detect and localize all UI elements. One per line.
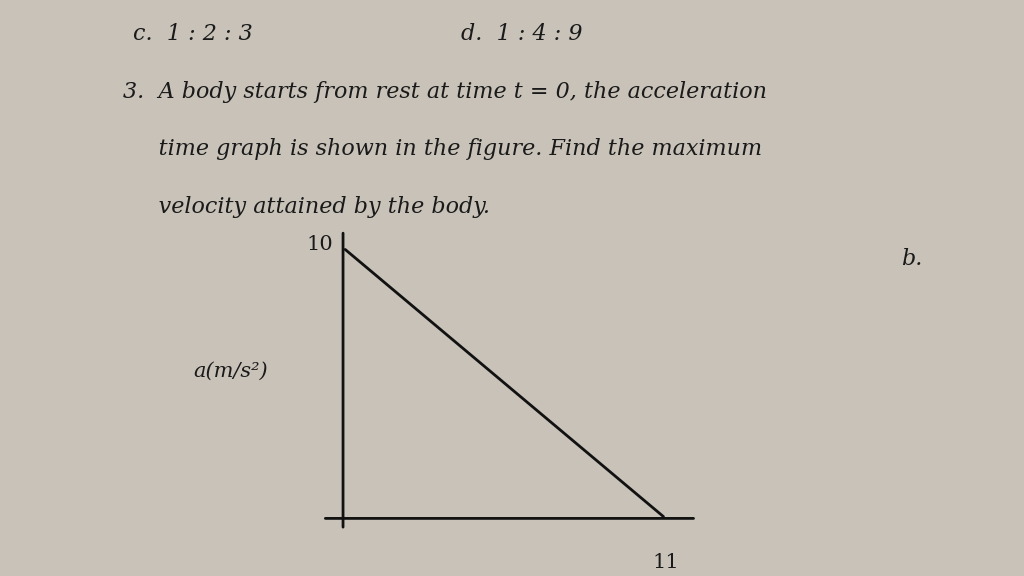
Text: d.  1 : 4 : 9: d. 1 : 4 : 9 xyxy=(461,23,583,45)
Text: 10: 10 xyxy=(306,236,333,254)
Text: time graph is shown in the figure. Find the maximum: time graph is shown in the figure. Find … xyxy=(123,138,762,160)
Text: a(m/s²): a(m/s²) xyxy=(194,362,267,381)
Text: 3.  A body starts from rest at time t = 0, the acceleration: 3. A body starts from rest at time t = 0… xyxy=(123,81,767,103)
Text: 11: 11 xyxy=(652,553,679,572)
Text: c.  1 : 2 : 3: c. 1 : 2 : 3 xyxy=(133,23,253,45)
Text: b.: b. xyxy=(901,248,923,270)
Text: velocity attained by the body.: velocity attained by the body. xyxy=(123,196,489,218)
